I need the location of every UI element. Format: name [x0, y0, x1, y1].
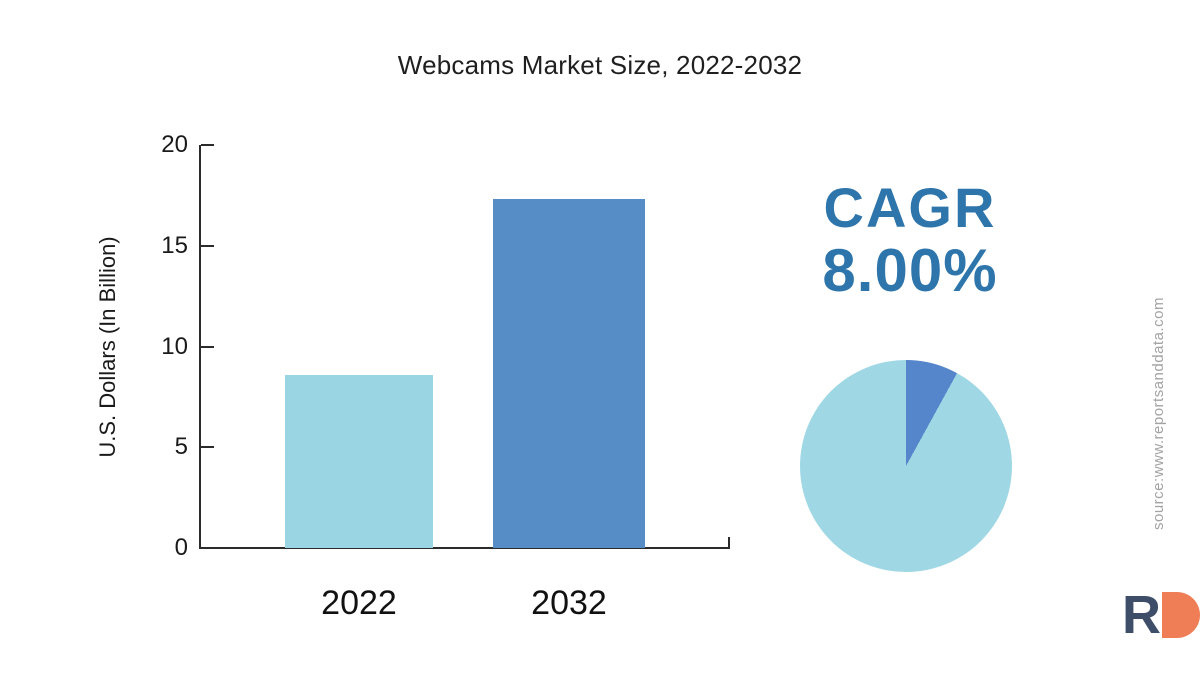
y-axis-label: U.S. Dollars (In Billion) [95, 236, 120, 458]
y-tick-label-20: 20 [161, 131, 188, 158]
bar-2032 [493, 199, 645, 548]
x-axis-end-tick [728, 537, 730, 549]
pie-chart [800, 360, 1012, 572]
y-tick-mark-15 [201, 244, 214, 247]
x-tick-label-2022: 2022 [321, 584, 397, 622]
logo-d-shape [1162, 592, 1200, 638]
source-attribution: source:www.reportsanddata.com [1150, 297, 1167, 530]
y-tick-label-0: 0 [174, 534, 188, 561]
logo-letter-r: R [1122, 585, 1161, 645]
x-tick-label-2032: 2032 [531, 584, 607, 622]
y-tick-label-10: 10 [161, 332, 188, 360]
y-tick-mark-20 [201, 144, 214, 146]
y-tick-label-5: 5 [174, 433, 188, 461]
y-tick-mark-5 [201, 446, 214, 449]
cagr-callout: CAGR 8.00% [760, 178, 1060, 304]
x-axis-line [199, 547, 730, 549]
cagr-value: 8.00% [822, 237, 998, 304]
bar-2022 [285, 374, 433, 548]
cagr-label: CAGR [823, 176, 997, 239]
y-axis-line [199, 145, 201, 549]
chart-title: Webcams Market Size, 2022-2032 [397, 50, 803, 80]
y-tick-mark-10 [201, 345, 214, 348]
y-tick-label-15: 15 [161, 231, 188, 259]
reports-and-data-logo: R [1122, 585, 1200, 645]
